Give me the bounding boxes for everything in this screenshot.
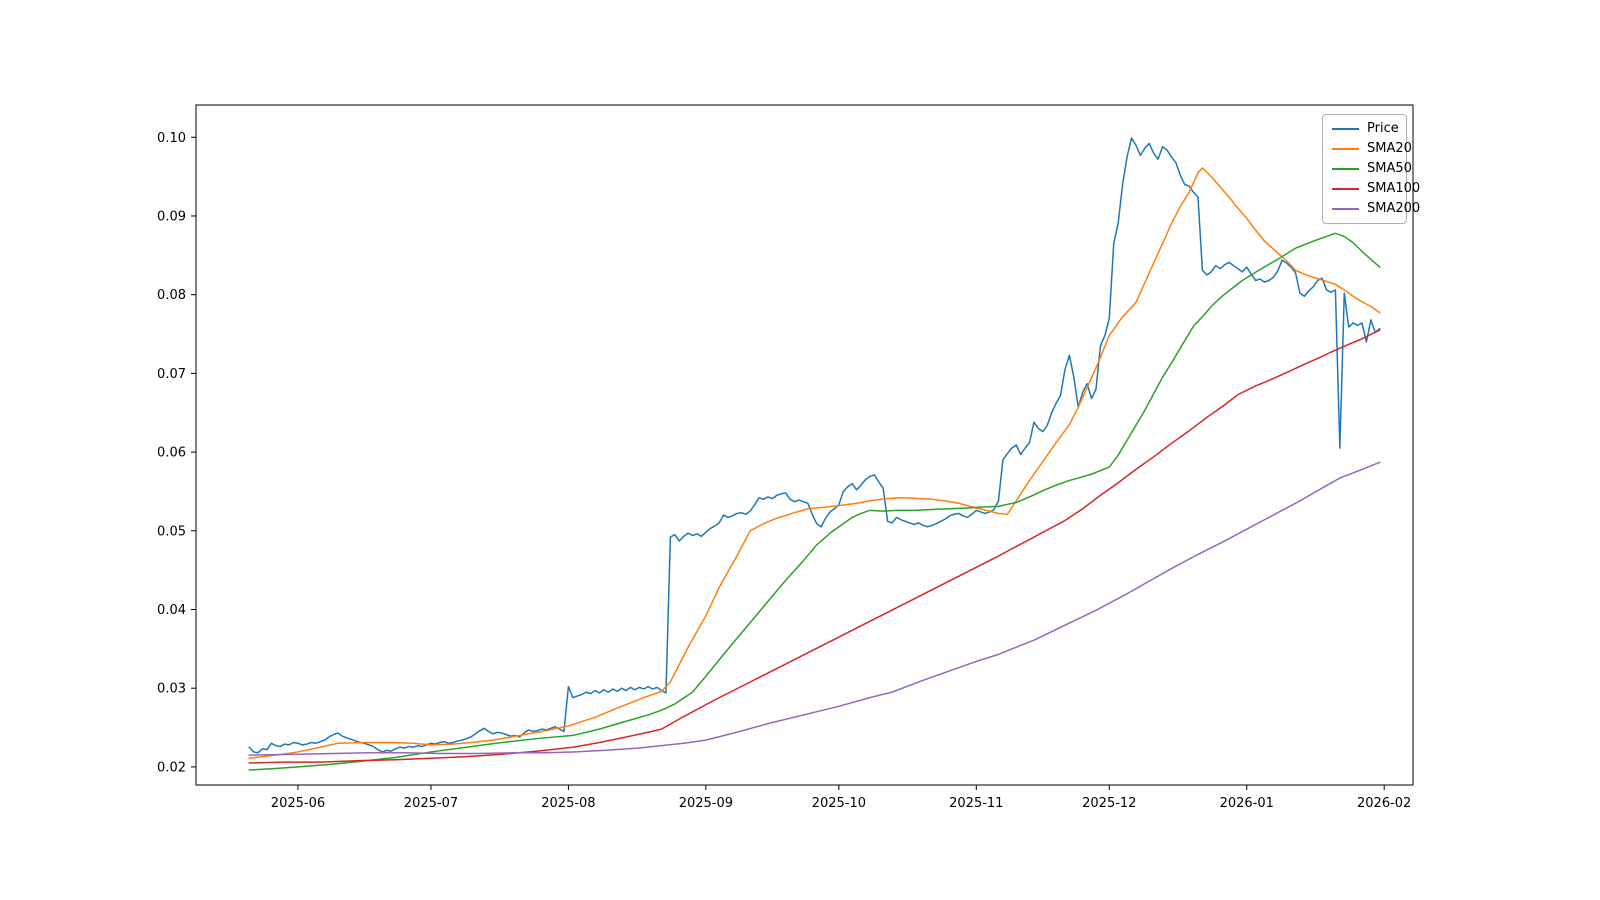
legend-label-sma20: SMA20 [1367,141,1412,156]
legend-label-sma200: SMA200 [1367,201,1421,216]
sma100-line-swatch [1332,188,1359,190]
legend-item-sma100: SMA100 [1332,179,1420,199]
plot-border [195,104,1414,786]
legend-item-price: Price [1332,119,1400,139]
x-tick-label: 2025-12 [1082,796,1136,811]
sma200-line [248,461,1381,756]
y-tick-label: 0.06 [157,446,186,461]
sma50-line-swatch [1332,168,1359,170]
y-tick-label: 0.10 [157,131,186,146]
x-tick-label: 2026-02 [1357,796,1411,811]
y-tick-label: 0.08 [157,288,186,303]
x-tick-label: 2025-07 [404,796,458,811]
y-tick-label: 0.07 [157,367,186,382]
x-tick-label: 2025-10 [812,796,866,811]
y-tick-label: 0.05 [157,524,186,539]
x-tick-label: 2025-08 [541,796,595,811]
sma50-line [248,232,1381,771]
legend-label-sma50: SMA50 [1367,161,1412,176]
axis-ticks: 2025-06 2025-07 2025-08 2025-09 2025-10 2025-… [157,131,1411,811]
sma20-line [248,167,1381,759]
legend-label-sma100: SMA100 [1367,181,1421,196]
legend-item-sma200: SMA200 [1332,199,1420,219]
x-tick-label: 2025-09 [679,796,733,811]
legend-item-sma20: SMA20 [1332,139,1412,159]
sma200-line-swatch [1332,208,1359,210]
x-tick-label: 2025-06 [271,796,325,811]
sma100-line [248,329,1381,764]
y-tick-label: 0.04 [157,603,186,618]
data-series-lines [248,137,1381,771]
legend-item-sma50: SMA50 [1332,159,1412,179]
x-tick-label: 2025-11 [949,796,1003,811]
sma20-line-swatch [1332,148,1359,150]
legend: Price SMA20 SMA50 SMA100 SMA200 [1322,114,1420,224]
price-line [248,137,1381,754]
x-tick-label: 2026-01 [1220,796,1274,811]
y-tick-label: 0.02 [157,760,186,775]
y-tick-label: 0.09 [157,209,186,224]
legend-label-price: Price [1367,121,1399,136]
price-line-swatch [1332,128,1359,130]
y-tick-label: 0.03 [157,682,186,697]
